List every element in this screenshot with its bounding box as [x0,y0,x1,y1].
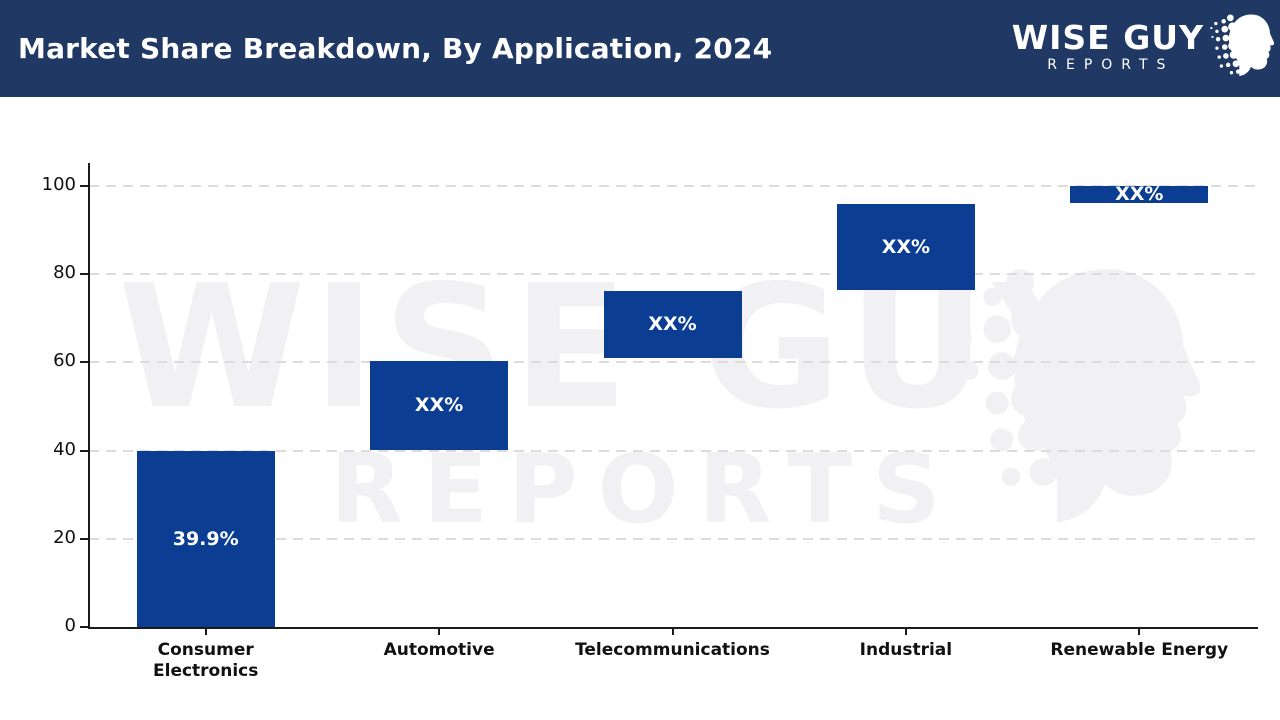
logo-text: WISE GUY REPORTS [1012,20,1204,74]
y-tick-label: 0 [64,615,76,636]
gridline-80 [89,273,1256,276]
gridline-60 [89,361,1256,364]
x-tick-mark [438,629,441,635]
watermark-face-icon [953,269,1200,523]
y-tick-label: 20 [53,526,76,548]
y-axis-spine [88,163,90,629]
y-tick-mark [80,185,89,187]
chart-area: WISE GUY REPORTS 0 20 40 60 80 100 39.9% Consum… [0,97,1280,720]
y-tick-mark [80,626,89,628]
y-tick-mark [80,361,89,364]
gridline-100 [89,185,1256,187]
bar-automotive: XX% [370,361,509,450]
x-axis-spine [88,627,1258,629]
x-tick-label-line: Telecommunications [575,640,770,660]
bar-value-label: XX% [648,313,697,336]
bar-industrial: XX% [836,204,975,291]
x-tick-label-line: Renewable Energy [1050,640,1229,660]
bar-telecommunications: XX% [603,291,742,359]
y-tick-mark [80,273,89,276]
gridline-40 [89,449,1256,452]
bar-renewable-energy: XX% [1070,182,1209,205]
x-tick-label: Consumer Electronics [86,640,326,682]
x-tick-mark [671,629,674,635]
y-tick-mark [80,449,89,452]
x-tick-label-line: Electronics [153,661,259,681]
logo-name: WISE GUY [1011,18,1204,57]
x-tick-label: Automotive [319,640,559,661]
x-tick-label-line: Industrial [859,640,953,660]
page-title: Market Share Breakdown, By Application, … [18,32,773,65]
x-tick-mark [204,629,207,635]
x-tick-label: Telecommunications [553,640,793,661]
bar-value-label: XX% [881,235,931,258]
x-tick-mark [1138,629,1141,635]
y-tick-mark [80,537,89,540]
watermark-subtext: REPORTS [330,435,961,545]
x-tick-label-line: Automotive [383,640,495,660]
y-tick-label: 40 [53,438,76,460]
x-tick-label-line: Consumer [157,640,254,660]
x-tick-label: Industrial [786,640,1026,661]
bar-value-label: XX% [1115,182,1164,205]
logo-subname: REPORTS [1047,57,1175,73]
wise-guy-logo: WISE GUY REPORTS [1012,4,1274,90]
face-profile-icon [1210,14,1274,77]
y-tick-label: 80 [53,262,76,284]
x-tick-mark [904,629,907,635]
bar-value-label: 39.9% [172,527,239,550]
x-tick-label: Renewable Energy [1019,640,1259,661]
bar-consumer-electronics: 39.9% [136,451,275,627]
y-tick-label: 60 [53,350,76,372]
header-bar: Market Share Breakdown, By Application, … [0,0,1280,97]
plot: 0 20 40 60 80 100 39.9% Consumer Electronics XX% A… [0,97,1280,720]
bar-value-label: XX% [414,393,464,416]
gridline-20 [89,537,1256,540]
y-tick-label: 100 [41,174,76,195]
